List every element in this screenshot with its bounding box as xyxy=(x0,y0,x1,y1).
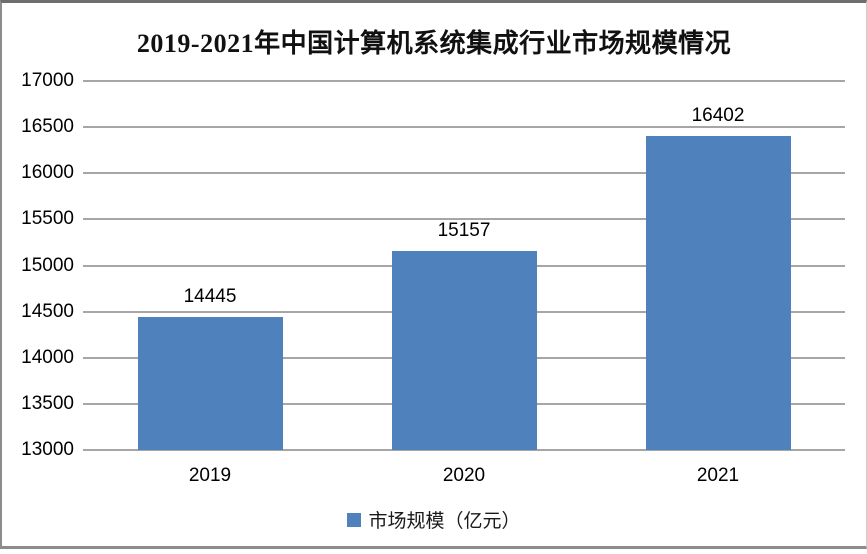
y-tick-label: 15500 xyxy=(21,208,74,230)
chart-title: 2019-2021年中国计算机系统集成行业市场规模情况 xyxy=(136,29,732,58)
y-tick-label: 14500 xyxy=(21,300,74,322)
legend-label: 市场规模（亿元） xyxy=(368,511,521,532)
legend-marker-icon xyxy=(347,512,362,527)
y-tick-label: 13500 xyxy=(21,392,74,414)
x-tick-label-2021: 2021 xyxy=(696,465,740,486)
gridline xyxy=(83,80,845,82)
gridline xyxy=(83,172,845,175)
bar-2021 xyxy=(645,136,791,450)
data-label-2019: 14445 xyxy=(183,285,237,307)
y-tick-label: 14000 xyxy=(21,346,74,368)
y-tick-label: 17000 xyxy=(21,70,74,91)
y-tick-label: 13000 xyxy=(21,439,74,460)
gridline xyxy=(83,126,845,129)
data-label-2020: 15157 xyxy=(437,220,491,242)
bar-2019 xyxy=(137,316,283,450)
legend: 市场规模（亿元） xyxy=(2,506,866,533)
gridline xyxy=(83,449,845,451)
x-tick-label-2019: 2019 xyxy=(188,465,232,486)
y-axis-labels: 17000 16500 16000 15500 15000 14500 14000 13500… xyxy=(6,70,74,460)
y-tick-label: 15000 xyxy=(21,254,74,276)
y-tick-label: 16000 xyxy=(21,162,74,184)
bar-2020 xyxy=(391,251,537,450)
x-tick-label-2020: 2020 xyxy=(442,465,486,486)
y-tick-label: 16500 xyxy=(21,116,74,138)
plot-area: 14445 2019 15157 2020 16402 2021 xyxy=(83,80,845,486)
gridline xyxy=(83,218,845,221)
data-label-2021: 16402 xyxy=(691,105,745,127)
